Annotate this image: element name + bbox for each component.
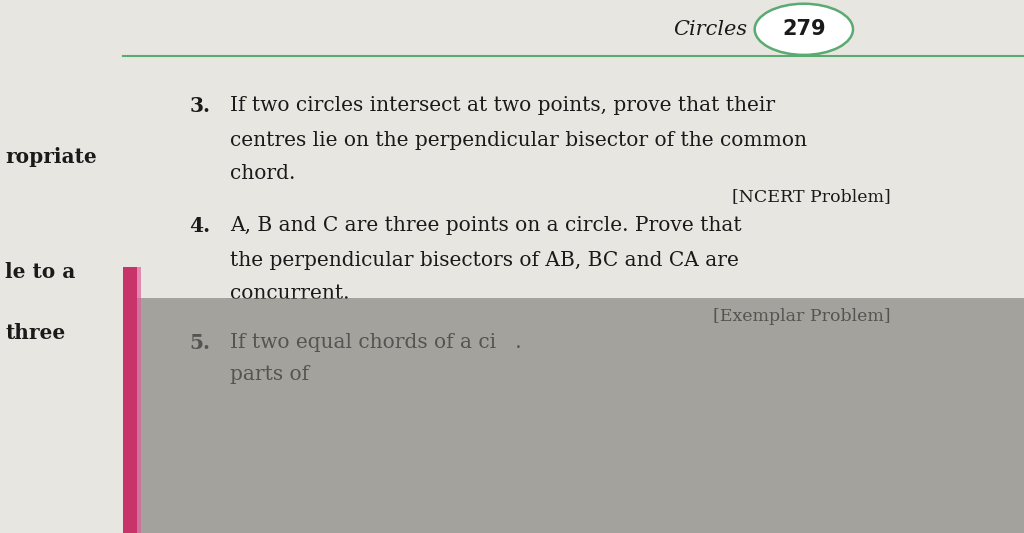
Text: the perpendicular bisectors of AB, BC and CA are: the perpendicular bisectors of AB, BC an… [230, 251, 739, 270]
Text: 279: 279 [782, 19, 825, 39]
Text: 4.: 4. [189, 216, 211, 236]
Text: [NCERT Problem]: [NCERT Problem] [732, 188, 891, 205]
Bar [123, 266, 137, 533]
Text: parts of: parts of [230, 365, 309, 384]
Text: [Exemplar Problem]: [Exemplar Problem] [714, 308, 891, 325]
Text: three: three [5, 323, 66, 343]
Text: Circles: Circles [674, 20, 748, 39]
Bar [123, 298, 1024, 533]
Text: 3.: 3. [189, 96, 211, 116]
Text: le to a: le to a [5, 262, 76, 282]
Text: If two equal chords of a ci   .: If two equal chords of a ci . [230, 333, 522, 352]
Text: chord.: chord. [230, 164, 296, 183]
Bar [137, 266, 141, 533]
Text: concurrent.: concurrent. [230, 284, 350, 303]
Text: centres lie on the perpendicular bisector of the common: centres lie on the perpendicular bisecto… [230, 131, 807, 150]
Circle shape [755, 4, 853, 55]
Text: A, B and C are three points on a circle. Prove that: A, B and C are three points on a circle.… [230, 216, 742, 235]
Text: If two circles intersect at two points, prove that their: If two circles intersect at two points, … [230, 96, 775, 115]
Text: ropriate: ropriate [5, 147, 97, 167]
Text: 5.: 5. [189, 333, 211, 353]
